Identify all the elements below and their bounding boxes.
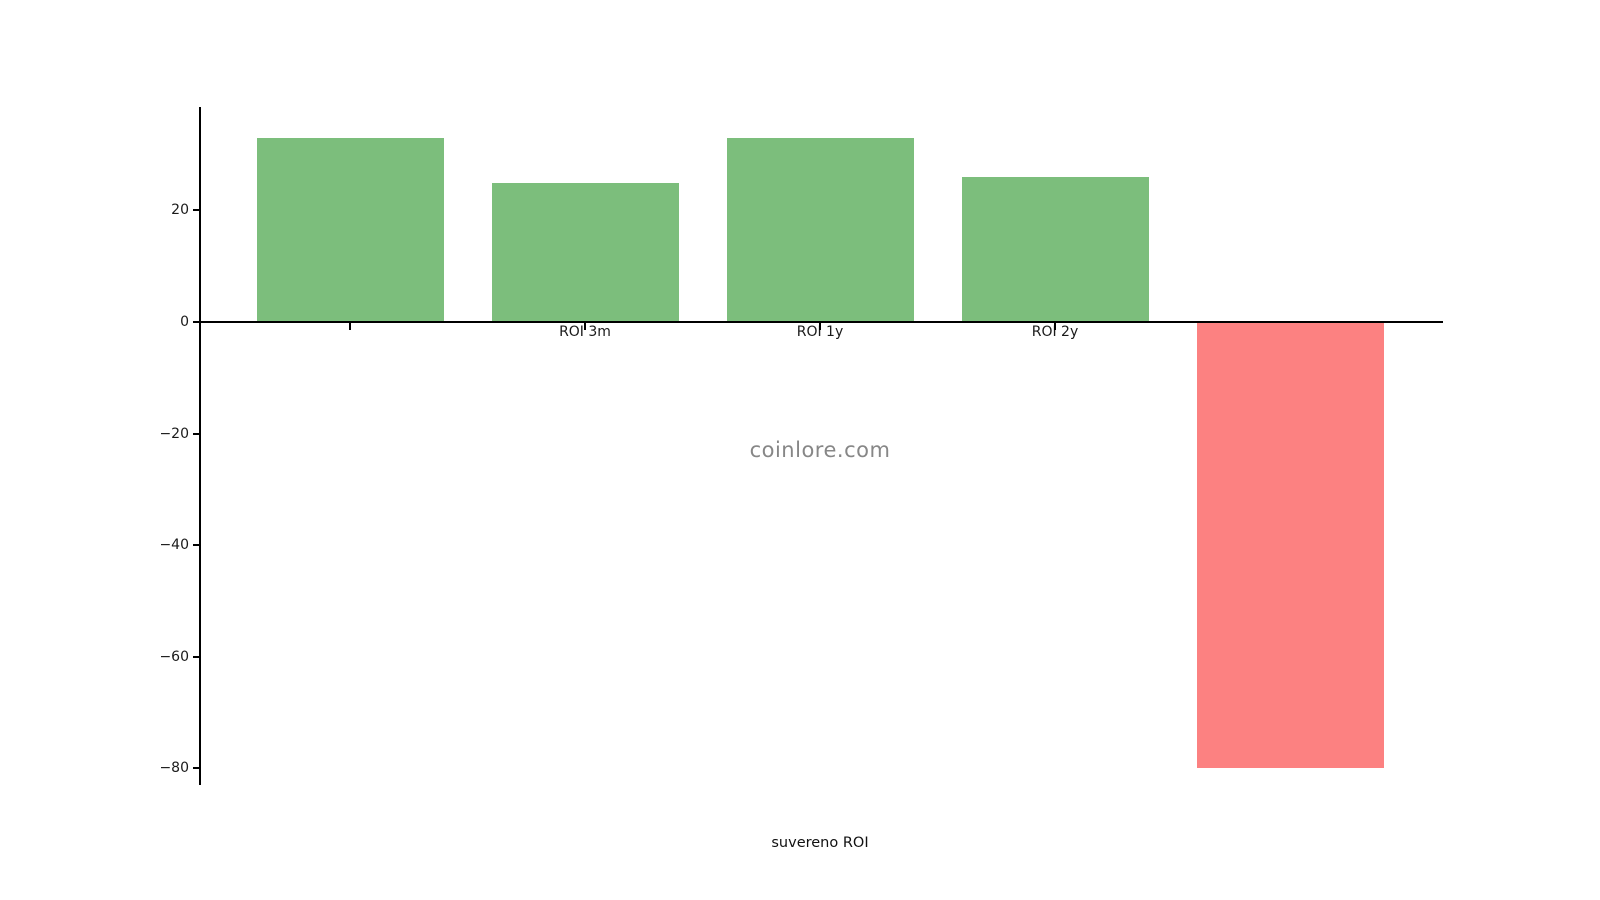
x-tick-2 — [819, 322, 821, 330]
bar-roi-2y — [961, 176, 1149, 322]
x-axis-title: suvereno ROI — [771, 835, 869, 851]
x-tick-3 — [1054, 322, 1056, 330]
y-tick--20 — [193, 432, 200, 435]
x-tick-label-roi-1y: ROI 1y — [796, 324, 844, 340]
bar-unlabeled-4 — [1196, 322, 1384, 769]
y-tick-label--80: −80 — [159, 760, 189, 777]
y-tick-label-20: 20 — [171, 202, 189, 219]
y-axis-line — [199, 107, 201, 785]
y-tick--60 — [193, 655, 200, 658]
x-axis-line — [199, 321, 1443, 323]
y-tick-label--60: −60 — [159, 648, 189, 665]
x-tick-label-roi-2y: ROI 2y — [1031, 324, 1079, 340]
y-tick-20 — [193, 209, 200, 212]
y-tick--40 — [193, 544, 200, 547]
y-tick-label-0: 0 — [180, 314, 189, 330]
x-tick-label-roi-3m: ROI 3m — [559, 324, 611, 340]
watermark-text: coinlore.com — [749, 438, 891, 462]
bar-unlabeled-0 — [256, 137, 444, 322]
bar-roi-3m — [491, 182, 679, 322]
y-tick--80 — [193, 767, 200, 770]
y-tick-0 — [193, 321, 200, 323]
y-tick-label--40: −40 — [159, 537, 189, 554]
y-tick-label--20: −20 — [159, 425, 189, 442]
bar-roi-1y — [726, 137, 914, 322]
x-tick-0 — [349, 322, 351, 330]
x-tick-1 — [584, 322, 586, 330]
